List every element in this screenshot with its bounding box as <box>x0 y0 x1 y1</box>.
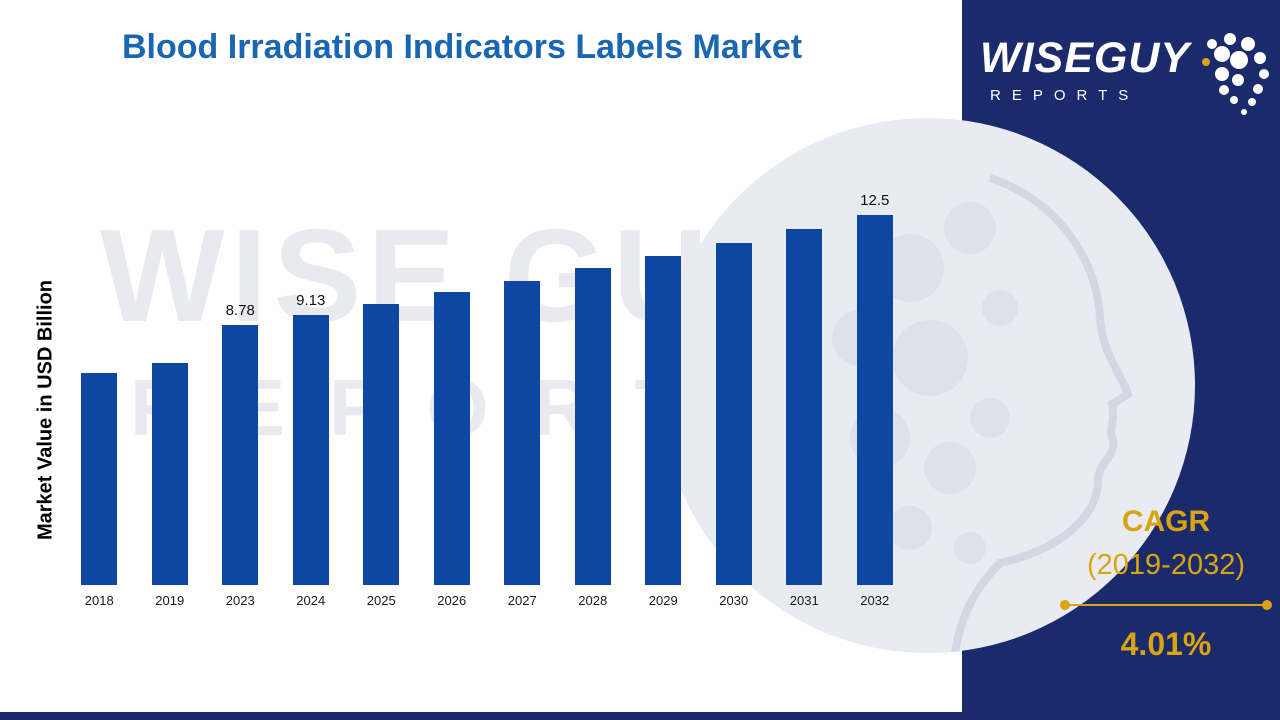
bar <box>292 315 329 585</box>
face-profile-icon <box>832 174 1133 653</box>
bar-column: 2026 <box>417 165 488 609</box>
bar-column: 9.13 2024 <box>276 165 347 609</box>
bar-column: 2028 <box>558 165 629 609</box>
x-tick-label: 2026 <box>437 593 467 608</box>
bar <box>504 281 541 585</box>
x-tick-label: 2031 <box>789 593 819 608</box>
x-tick-label: 2032 <box>860 593 890 608</box>
bar <box>222 325 259 585</box>
bar-column: 2027 <box>487 165 558 609</box>
cagr-label: CAGR <box>1121 505 1211 538</box>
x-tick-label: 2025 <box>366 593 396 608</box>
x-tick-label: 2030 <box>719 593 749 608</box>
bar-chart: 2018 2019 8.78 2023 9.13 2024 2025 2026 2027 2028… <box>64 165 910 609</box>
logo-dotted-face-icon <box>1202 33 1270 115</box>
x-tick-label: 2023 <box>225 593 255 608</box>
bar <box>645 256 682 585</box>
bar-value-label: 12.5 <box>860 192 890 209</box>
bar-column: 2030 <box>699 165 770 609</box>
logo-wordmark: WISEGUY <box>980 34 1191 82</box>
bar-column: 2025 <box>346 165 417 609</box>
bar <box>715 243 752 585</box>
chart-title: Blood Irradiation Indicators Labels Mark… <box>122 28 803 66</box>
cagr-value: 4.01% <box>1120 626 1212 662</box>
bar <box>856 215 893 585</box>
x-tick-label: 2029 <box>648 593 678 608</box>
divider-dot-right <box>1262 600 1272 610</box>
bar <box>363 304 400 585</box>
bar-column: 2018 <box>64 165 135 609</box>
bar-value-label: 8.78 <box>225 302 255 319</box>
bar <box>151 363 188 585</box>
bar-column: 12.5 2032 <box>840 165 911 609</box>
logo-text: WISEGUY REPORTS <box>980 34 1190 118</box>
x-tick-label: 2028 <box>578 593 608 608</box>
bar-value-label: 9.13 <box>296 292 326 309</box>
bottom-strip <box>0 712 1280 720</box>
cagr-range: (2019-2032) <box>1087 549 1245 581</box>
bar <box>433 292 470 585</box>
cagr-block: CAGR (2019-2032) 4.01% <box>1060 505 1272 663</box>
logo-subtitle: REPORTS <box>990 87 1140 104</box>
divider-dot-left <box>1060 600 1070 610</box>
cagr-divider <box>1060 600 1272 610</box>
x-tick-label: 2018 <box>84 593 114 608</box>
bar-column: 2029 <box>628 165 699 609</box>
x-tick-label: 2019 <box>155 593 185 608</box>
wiseguy-reports-logo: WISEGUY REPORTS <box>980 33 1274 118</box>
x-tick-label: 2024 <box>296 593 326 608</box>
bar <box>81 373 118 585</box>
y-axis-label: Market Value in USD Billion <box>34 279 57 541</box>
bar <box>786 229 823 585</box>
bar <box>574 268 611 585</box>
bar-column: 2031 <box>769 165 840 609</box>
bar-column: 8.78 2023 <box>205 165 276 609</box>
bar-column: 2019 <box>135 165 206 609</box>
x-tick-label: 2027 <box>507 593 537 608</box>
